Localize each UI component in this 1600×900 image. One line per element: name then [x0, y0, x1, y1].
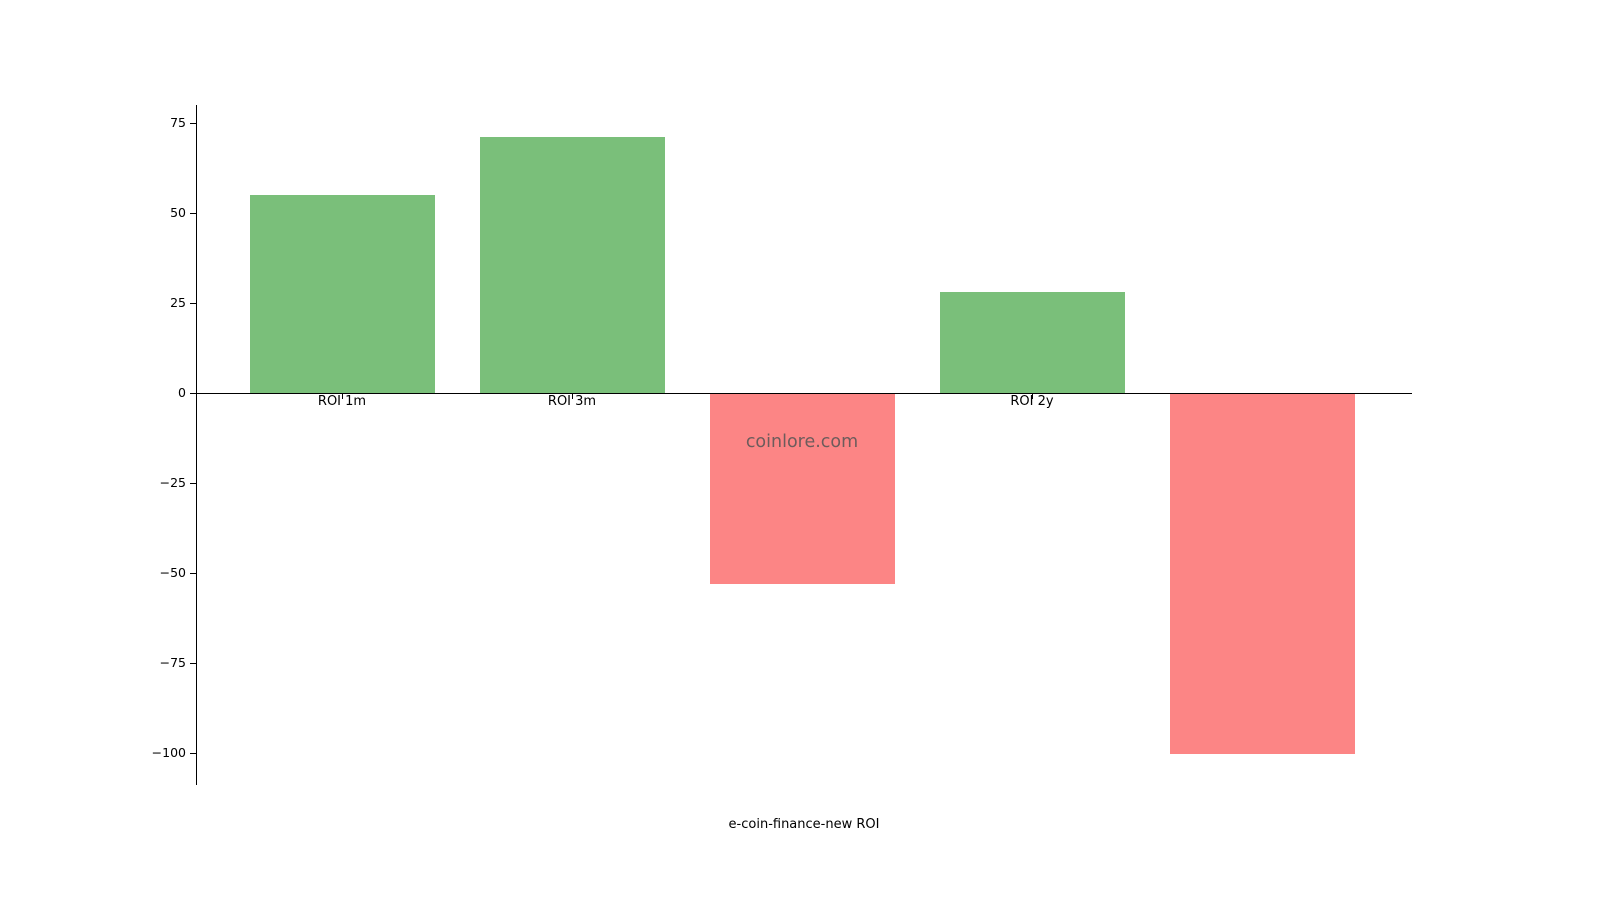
x-tick-label: ROI 1m	[317, 394, 367, 409]
y-tick-label: 25	[170, 295, 186, 310]
chart-bar-0	[249, 195, 435, 393]
y-tick-mark	[190, 303, 196, 304]
chart-bar-1	[479, 137, 665, 393]
y-tick-mark	[190, 573, 196, 574]
y-tick-mark	[190, 753, 196, 754]
y-tick-label: −50	[159, 565, 186, 580]
x-axis-line	[196, 393, 1412, 394]
chart-title: e-coin-finance-new ROI	[728, 817, 880, 832]
chart-bar-3	[939, 292, 1125, 393]
x-tick-label: ROI 3m	[547, 394, 597, 409]
watermark-text: coinlore.com	[745, 432, 859, 452]
x-tick-mark	[342, 393, 343, 399]
y-tick-mark	[190, 663, 196, 664]
y-tick-label: −75	[159, 655, 186, 670]
y-tick-label: 75	[170, 115, 186, 130]
y-tick-label: −25	[159, 475, 186, 490]
y-tick-label: 50	[170, 205, 186, 220]
chart-bar-4	[1169, 394, 1355, 754]
y-tick-mark	[190, 123, 196, 124]
x-tick-label: ROI 2y	[1010, 394, 1054, 409]
y-tick-mark	[190, 393, 196, 394]
y-tick-mark	[190, 483, 196, 484]
y-tick-label: −100	[151, 745, 186, 760]
x-tick-mark	[1032, 393, 1033, 399]
y-axis-line	[196, 105, 197, 785]
y-tick-label: 0	[178, 385, 186, 400]
y-tick-mark	[190, 213, 196, 214]
x-tick-mark	[572, 393, 573, 399]
chart-bar-2	[709, 394, 895, 585]
